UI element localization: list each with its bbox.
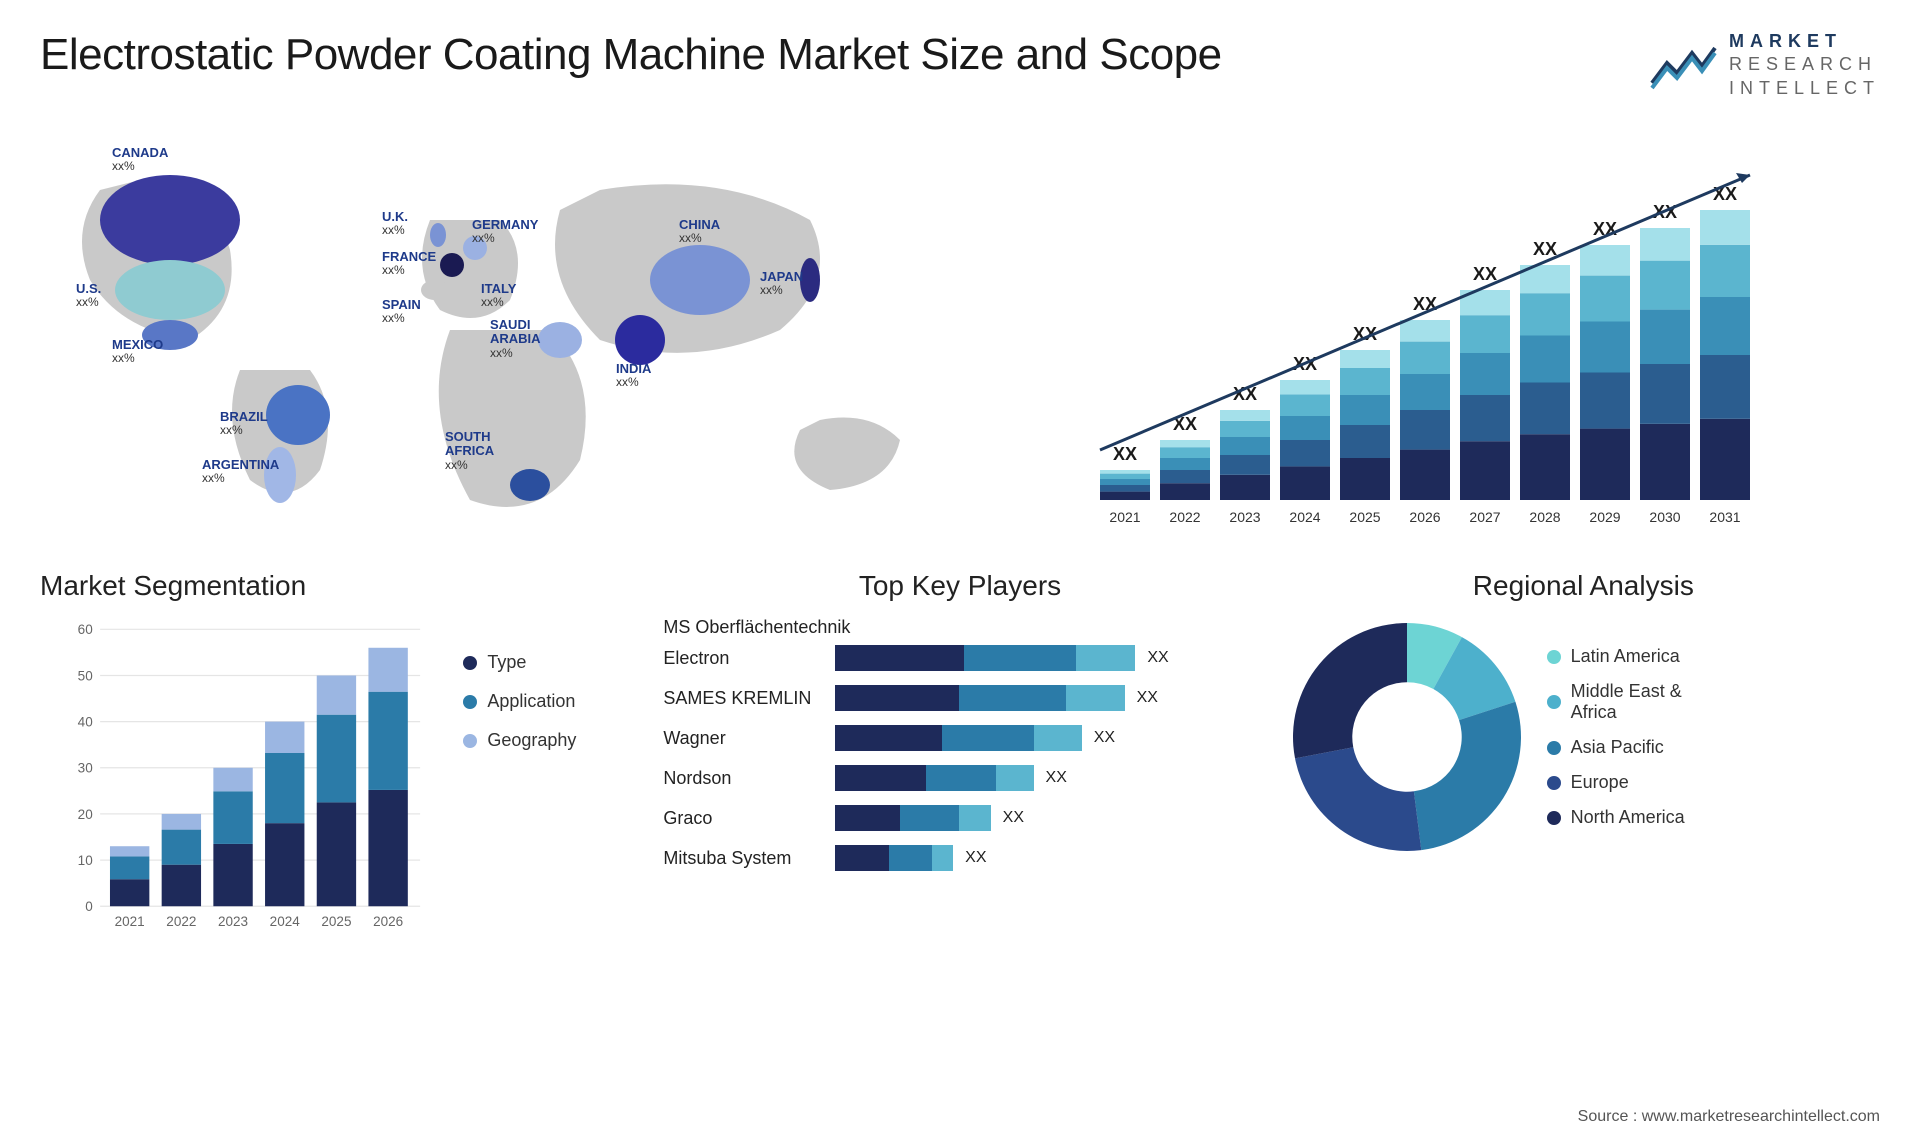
world-map: CANADAxx% U.S.xx% MEXICOxx% BRAZILxx% ARGENT… (40, 130, 940, 530)
players-title: Top Key Players (663, 570, 1256, 602)
svg-text:0: 0 (85, 899, 93, 914)
regional-panel: Regional Analysis Latin America Middle Ea… (1287, 570, 1880, 890)
map-label-china: CHINAxx% (679, 218, 720, 245)
svg-text:2028: 2028 (1529, 509, 1560, 525)
source-text: Source : www.marketresearchintellect.com (1578, 1108, 1880, 1126)
player-name: SAMES KREMLIN (663, 688, 823, 709)
map-label-u-s-: U.S.xx% (76, 282, 101, 309)
segmentation-title: Market Segmentation (40, 570, 633, 602)
svg-text:2031: 2031 (1709, 509, 1740, 525)
player-row: Graco XX (663, 800, 1256, 836)
segmentation-panel: Market Segmentation 01020304050602021202… (40, 570, 633, 890)
logo-line-2: RESEARCH (1729, 53, 1880, 76)
player-row: Electron XX (663, 640, 1256, 676)
segmentation-legend-item: Type (463, 652, 633, 673)
player-extra-label: MS Oberflächentechnik (663, 617, 1256, 638)
player-row: Nordson XX (663, 760, 1256, 796)
regional-legend-item: Europe (1547, 772, 1685, 793)
map-label-argentina: ARGENTINAxx% (202, 458, 279, 485)
regional-legend-item: Latin America (1547, 646, 1685, 667)
player-name: Mitsuba System (663, 848, 823, 869)
svg-text:XX: XX (1113, 444, 1137, 464)
segmentation-legend-item: Application (463, 691, 633, 712)
segmentation-legend-item: Geography (463, 730, 633, 751)
svg-text:2022: 2022 (1169, 509, 1200, 525)
map-label-india: INDIAxx% (616, 362, 651, 389)
svg-text:2025: 2025 (1349, 509, 1380, 525)
player-name: Nordson (663, 768, 823, 789)
map-label-u-k-: U.K.xx% (382, 210, 408, 237)
player-value: XX (1147, 649, 1168, 667)
svg-text:2030: 2030 (1649, 509, 1680, 525)
map-label-mexico: MEXICOxx% (112, 338, 163, 365)
svg-text:XX: XX (1233, 384, 1257, 404)
svg-text:2026: 2026 (373, 914, 403, 929)
regional-donut (1287, 617, 1527, 857)
svg-text:60: 60 (78, 622, 93, 637)
brand-logo: MARKET RESEARCH INTELLECT (1647, 30, 1880, 100)
map-label-south-africa: SOUTHAFRICAxx% (445, 430, 494, 472)
svg-text:2021: 2021 (1109, 509, 1140, 525)
svg-text:2023: 2023 (1229, 509, 1260, 525)
player-bar (835, 805, 990, 831)
page-title: Electrostatic Powder Coating Machine Mar… (40, 30, 1222, 80)
svg-text:2024: 2024 (270, 914, 301, 929)
regional-title: Regional Analysis (1287, 570, 1880, 602)
player-row: SAMES KREMLIN XX (663, 680, 1256, 716)
logo-line-3: INTELLECT (1729, 77, 1880, 100)
map-label-germany: GERMANYxx% (472, 218, 538, 245)
svg-text:2027: 2027 (1469, 509, 1500, 525)
svg-text:2026: 2026 (1409, 509, 1440, 525)
map-label-japan: JAPANxx% (760, 270, 803, 297)
players-panel: Top Key Players MS Oberflächentechnik El… (663, 570, 1256, 890)
map-label-brazil: BRAZILxx% (220, 410, 268, 437)
map-label-spain: SPAINxx% (382, 298, 421, 325)
svg-text:10: 10 (78, 853, 93, 868)
player-bar (835, 765, 1033, 791)
player-bar (835, 645, 1135, 671)
svg-text:2024: 2024 (1289, 509, 1320, 525)
map-label-italy: ITALYxx% (481, 282, 516, 309)
player-value: XX (1046, 769, 1067, 787)
market-size-chart: XX2021XX2022XX2023XX2024XX2025XX2026XX20… (980, 130, 1880, 530)
svg-text:2025: 2025 (321, 914, 351, 929)
player-value: XX (1094, 729, 1115, 747)
logo-line-1: MARKET (1729, 30, 1880, 53)
player-value: XX (1003, 809, 1024, 827)
svg-text:2021: 2021 (115, 914, 145, 929)
player-name: Electron (663, 648, 823, 669)
map-label-france: FRANCExx% (382, 250, 436, 277)
regional-legend-item: North America (1547, 807, 1685, 828)
player-bar (835, 685, 1124, 711)
player-bar (835, 845, 953, 871)
map-label-saudi-arabia: SAUDIARABIAxx% (490, 318, 541, 360)
player-row: Wagner XX (663, 720, 1256, 756)
svg-text:40: 40 (78, 715, 93, 730)
svg-text:2029: 2029 (1589, 509, 1620, 525)
svg-text:XX: XX (1473, 264, 1497, 284)
svg-text:30: 30 (78, 761, 93, 776)
svg-text:50: 50 (78, 669, 93, 684)
player-name: Graco (663, 808, 823, 829)
svg-text:20: 20 (78, 807, 93, 822)
svg-text:2023: 2023 (218, 914, 248, 929)
regional-legend-item: Middle East &Africa (1547, 681, 1685, 723)
player-bar (835, 725, 1081, 751)
svg-text:2022: 2022 (166, 914, 196, 929)
player-name: Wagner (663, 728, 823, 749)
svg-text:XX: XX (1533, 239, 1557, 259)
map-label-canada: CANADAxx% (112, 146, 168, 173)
player-row: Mitsuba System XX (663, 840, 1256, 876)
player-value: XX (1137, 689, 1158, 707)
player-value: XX (965, 849, 986, 867)
regional-legend-item: Asia Pacific (1547, 737, 1685, 758)
